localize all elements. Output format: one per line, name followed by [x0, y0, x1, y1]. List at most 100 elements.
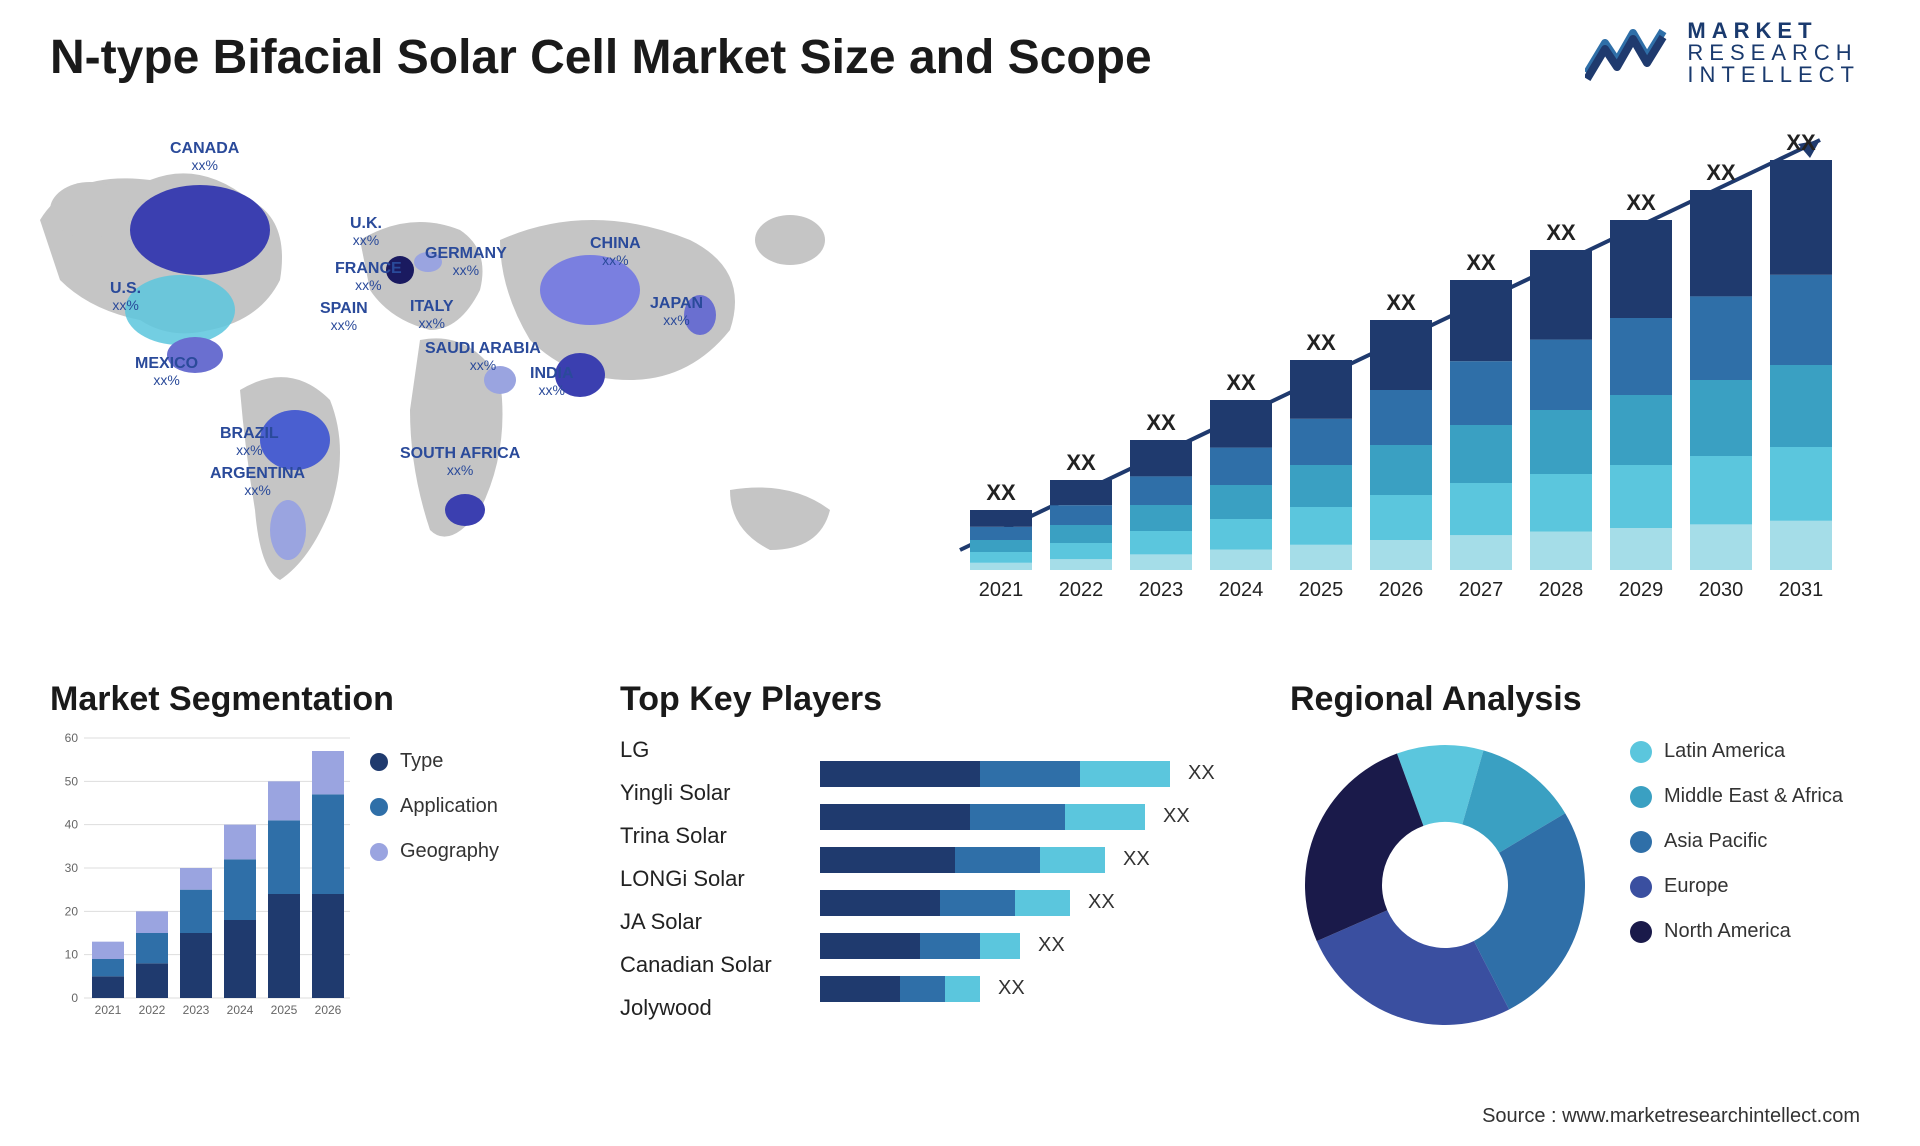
svg-text:2030: 2030: [1699, 579, 1744, 601]
player-bar-row: XX: [820, 881, 1215, 924]
svg-text:40: 40: [65, 818, 79, 832]
svg-text:2025: 2025: [271, 1003, 298, 1017]
svg-text:2026: 2026: [315, 1003, 342, 1017]
segmentation-legend: Type Application Geography: [370, 750, 499, 885]
svg-text:2029: 2029: [1619, 579, 1664, 601]
map-label: FRANCExx%: [335, 260, 402, 293]
player-bar: [820, 933, 1020, 959]
player-bar-row: XX: [820, 924, 1215, 967]
svg-text:2026: 2026: [1379, 579, 1424, 601]
player-bar: [820, 890, 1070, 916]
legend-label: North America: [1664, 920, 1791, 943]
svg-text:XX: XX: [1706, 160, 1736, 185]
legend-label: Asia Pacific: [1664, 830, 1767, 853]
map-label: ITALYxx%: [410, 298, 454, 331]
svg-text:2021: 2021: [979, 579, 1024, 601]
svg-text:XX: XX: [1466, 250, 1496, 275]
map-label: U.K.xx%: [350, 215, 382, 248]
svg-text:XX: XX: [986, 480, 1016, 505]
legend-swatch: [1630, 786, 1652, 808]
map-label: CHINAxx%: [590, 235, 641, 268]
region-legend-item: Middle East & Africa: [1630, 785, 1843, 808]
svg-text:0: 0: [71, 991, 78, 1005]
svg-text:30: 30: [65, 861, 79, 875]
legend-swatch: [370, 843, 388, 861]
player-bar: [820, 761, 1170, 787]
player-bar-row: XX: [820, 838, 1215, 881]
svg-text:2024: 2024: [1219, 579, 1264, 601]
players-panel: Top Key Players LGYingli SolarTrina Sola…: [620, 680, 1260, 733]
svg-text:2027: 2027: [1459, 579, 1504, 601]
player-bar: [820, 804, 1145, 830]
player-bar-row: XX: [820, 752, 1215, 795]
map-label: CANADAxx%: [170, 140, 239, 173]
player-value: XX: [1088, 891, 1115, 914]
source-text: Source : www.marketresearchintellect.com: [1482, 1105, 1860, 1128]
svg-text:XX: XX: [1546, 220, 1576, 245]
player-value: XX: [1188, 762, 1215, 785]
svg-text:XX: XX: [1146, 410, 1176, 435]
map-label: JAPANxx%: [650, 295, 703, 328]
map-label: INDIAxx%: [530, 365, 574, 398]
svg-text:XX: XX: [1626, 190, 1656, 215]
svg-text:2031: 2031: [1779, 579, 1824, 601]
svg-text:2024: 2024: [227, 1003, 254, 1017]
legend-label: Type: [400, 750, 443, 773]
svg-text:2022: 2022: [1059, 579, 1104, 601]
main-chart-svg: XX 2021 XX 2022 XX 2023 XX 2024 XX 2025 XX 2026 XX 20…: [950, 130, 1850, 610]
legend-swatch: [370, 753, 388, 771]
legend-swatch: [1630, 831, 1652, 853]
svg-text:2023: 2023: [183, 1003, 210, 1017]
player-value: XX: [1123, 848, 1150, 871]
player-bar: [820, 976, 980, 1002]
svg-text:2023: 2023: [1139, 579, 1184, 601]
region-legend-item: Europe: [1630, 875, 1843, 898]
map-label: SOUTH AFRICAxx%: [400, 445, 520, 478]
player-bar: [820, 847, 1105, 873]
legend-label: Application: [400, 795, 498, 818]
svg-text:20: 20: [65, 904, 79, 918]
svg-text:10: 10: [65, 948, 79, 962]
player-name: Jolywood: [620, 986, 772, 1029]
svg-text:60: 60: [65, 731, 79, 745]
svg-text:50: 50: [65, 774, 79, 788]
segmentation-legend-item: Geography: [370, 840, 499, 863]
legend-swatch: [370, 798, 388, 816]
regional-donut: [1290, 730, 1600, 1040]
svg-text:XX: XX: [1306, 330, 1336, 355]
svg-text:2022: 2022: [139, 1003, 166, 1017]
svg-text:XX: XX: [1786, 130, 1816, 155]
logo-line1: MARKET: [1687, 20, 1860, 42]
legend-label: Europe: [1664, 875, 1729, 898]
legend-swatch: [1630, 921, 1652, 943]
svg-text:2021: 2021: [95, 1003, 122, 1017]
legend-label: Latin America: [1664, 740, 1785, 763]
regional-legend: Latin America Middle East & Africa Asia Pa…: [1630, 740, 1843, 965]
segmentation-chart: 0 10 20 30 40 50 60 2021 2022 2023 2024 2025 2026: [50, 728, 350, 1028]
map-label: SPAINxx%: [320, 300, 368, 333]
player-value: XX: [998, 977, 1025, 1000]
region-legend-item: Latin America: [1630, 740, 1843, 763]
player-name: Canadian Solar: [620, 943, 772, 986]
legend-label: Middle East & Africa: [1664, 785, 1843, 808]
player-name: LG: [620, 728, 772, 771]
player-value: XX: [1163, 805, 1190, 828]
regional-panel: Regional Analysis Latin AmericaMiddle Ea…: [1290, 680, 1870, 733]
segmentation-title: Market Segmentation: [50, 680, 610, 719]
players-list: LGYingli SolarTrina SolarLONGi SolarJA S…: [620, 728, 772, 1029]
legend-label: Geography: [400, 840, 499, 863]
player-name: Yingli Solar: [620, 771, 772, 814]
market-size-chart: XX 2021 XX 2022 XX 2023 XX 2024 XX 2025 XX 2026 XX 20…: [950, 130, 1850, 610]
svg-text:2025: 2025: [1299, 579, 1344, 601]
page-title: N-type Bifacial Solar Cell Market Size a…: [50, 30, 1152, 85]
map-label: U.S.xx%: [110, 280, 141, 313]
logo-line2: RESEARCH: [1687, 42, 1860, 64]
segmentation-panel: Market Segmentation 01020304050602021202…: [50, 680, 610, 733]
region-legend-item: North America: [1630, 920, 1843, 943]
map-label: MEXICOxx%: [135, 355, 198, 388]
svg-text:2028: 2028: [1539, 579, 1584, 601]
player-value: XX: [1038, 934, 1065, 957]
player-name: LONGi Solar: [620, 857, 772, 900]
segmentation-legend-item: Application: [370, 795, 499, 818]
map-label: SAUDI ARABIAxx%: [425, 340, 541, 373]
